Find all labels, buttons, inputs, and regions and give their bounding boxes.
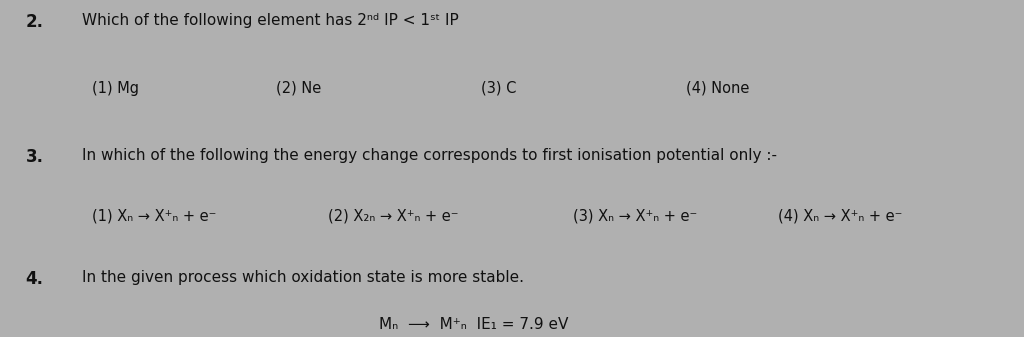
Text: 2.: 2.: [26, 13, 44, 31]
Text: (3) C: (3) C: [481, 81, 517, 96]
Text: Mₙ  ⟶  M⁺ₙ  IE₁ = 7.9 eV: Mₙ ⟶ M⁺ₙ IE₁ = 7.9 eV: [379, 317, 568, 332]
Text: (2) X₂ₙ → X⁺ₙ + e⁻: (2) X₂ₙ → X⁺ₙ + e⁻: [328, 209, 458, 224]
Text: 3.: 3.: [26, 148, 44, 166]
Text: (4) None: (4) None: [686, 81, 750, 96]
Text: In which of the following the energy change corresponds to first ionisation pote: In which of the following the energy cha…: [82, 148, 777, 163]
Text: Which of the following element has 2ⁿᵈ IP < 1ˢᵗ IP: Which of the following element has 2ⁿᵈ I…: [82, 13, 459, 29]
Text: In the given process which oxidation state is more stable.: In the given process which oxidation sta…: [82, 270, 524, 285]
Text: 4.: 4.: [26, 270, 44, 287]
Text: (4) Xₙ → X⁺ₙ + e⁻: (4) Xₙ → X⁺ₙ + e⁻: [778, 209, 902, 224]
Text: (3) Xₙ → X⁺ₙ + e⁻: (3) Xₙ → X⁺ₙ + e⁻: [573, 209, 697, 224]
Text: (1) Xₙ → X⁺ₙ + e⁻: (1) Xₙ → X⁺ₙ + e⁻: [92, 209, 216, 224]
Text: (2) Ne: (2) Ne: [276, 81, 322, 96]
Text: (1) Mg: (1) Mg: [92, 81, 139, 96]
